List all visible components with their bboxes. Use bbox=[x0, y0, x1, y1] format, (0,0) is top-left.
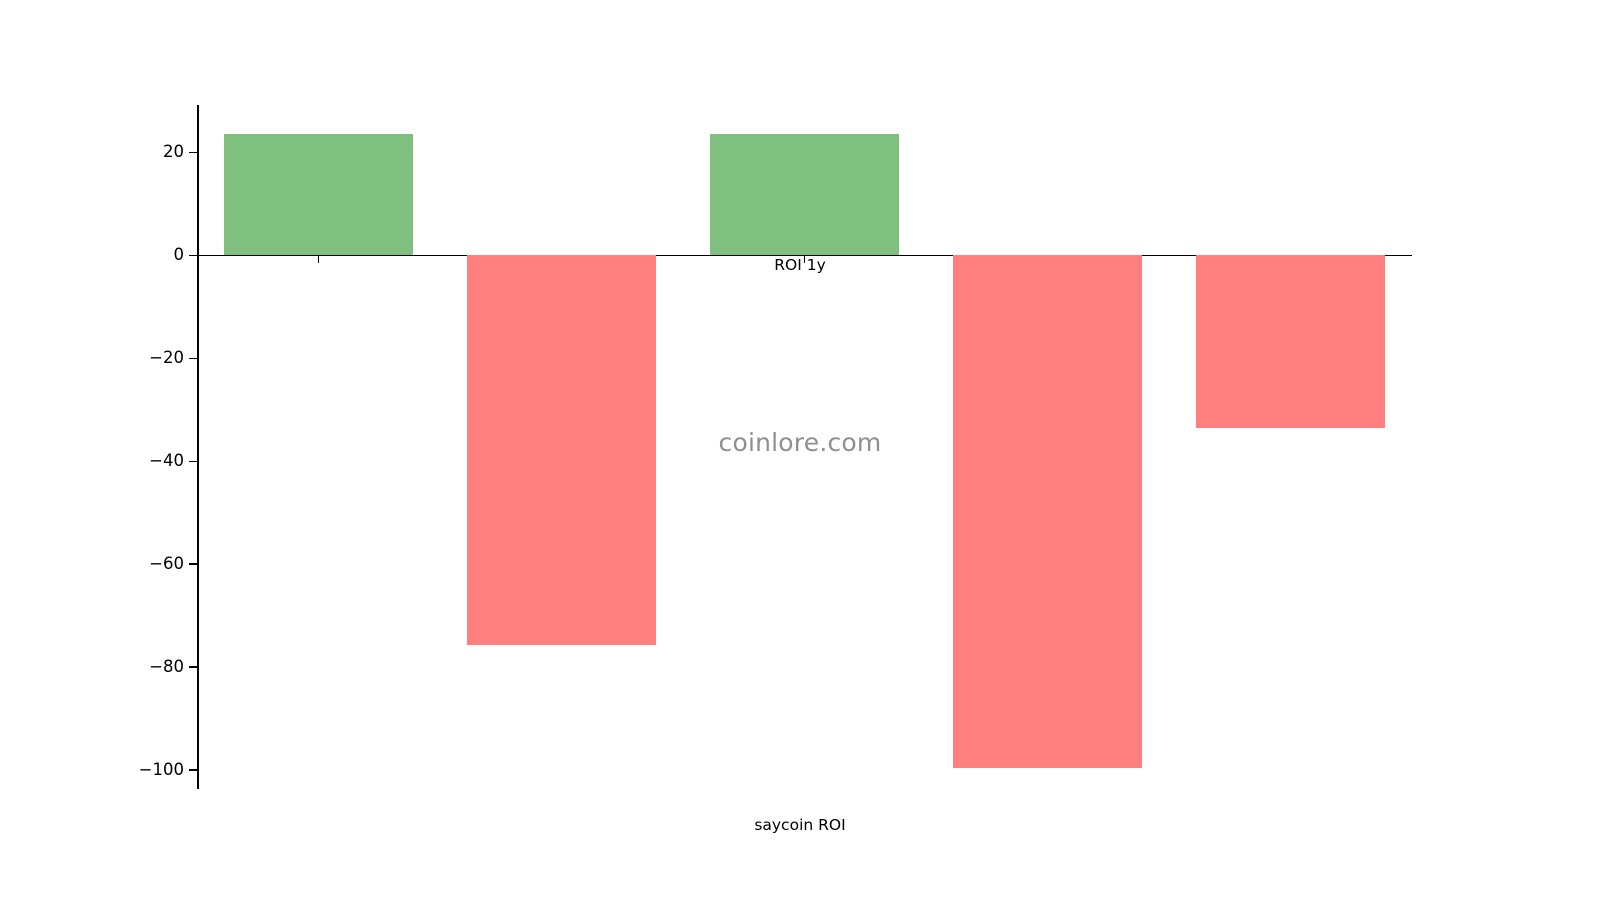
y-tick-mark bbox=[189, 357, 197, 359]
x-tick-mark bbox=[317, 256, 320, 263]
y-tick-mark bbox=[189, 460, 197, 462]
y-tick-label: −80 bbox=[149, 657, 184, 677]
y-tick-label: 20 bbox=[163, 142, 184, 162]
x-axis-title: saycoin ROI bbox=[754, 816, 846, 834]
bar bbox=[224, 133, 413, 256]
watermark-text: coinlore.com bbox=[718, 428, 882, 457]
y-tick-mark bbox=[189, 151, 197, 154]
y-tick-label: −100 bbox=[138, 760, 184, 780]
y-tick-mark bbox=[189, 769, 197, 771]
zero-line-category-label: ROI 1y bbox=[774, 256, 826, 274]
y-tick-mark bbox=[189, 563, 197, 565]
y-axis-spine bbox=[197, 105, 199, 789]
y-tick-label: −20 bbox=[149, 348, 184, 368]
y-tick-label: −60 bbox=[149, 554, 184, 574]
bar bbox=[1196, 255, 1385, 429]
y-tick-label: 0 bbox=[173, 245, 185, 265]
x-axis-zero-line bbox=[197, 254, 1412, 257]
y-tick-mark bbox=[189, 666, 197, 668]
y-tick-label: −40 bbox=[149, 451, 184, 471]
bar bbox=[467, 255, 656, 645]
y-tick-mark bbox=[189, 254, 197, 256]
x-tick-mark bbox=[803, 256, 806, 263]
bar bbox=[953, 255, 1142, 769]
bar bbox=[710, 133, 899, 256]
